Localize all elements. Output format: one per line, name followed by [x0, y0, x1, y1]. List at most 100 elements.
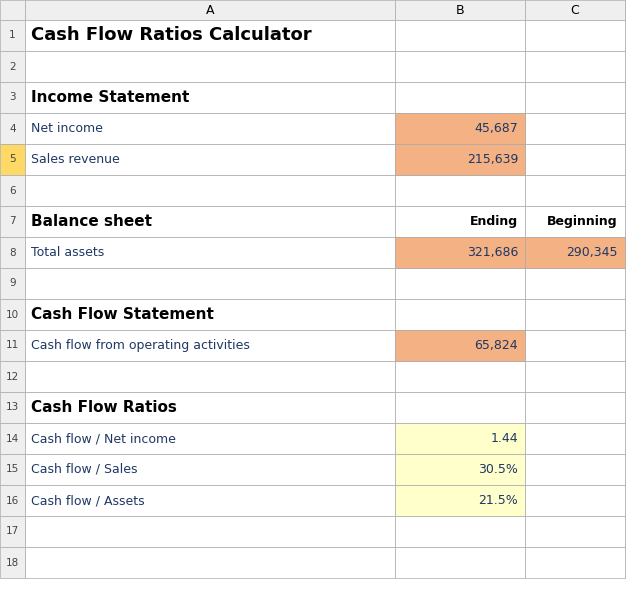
Bar	[525, 237, 625, 268]
Bar	[395, 454, 525, 485]
Bar	[525, 423, 625, 454]
Text: 1: 1	[9, 31, 16, 40]
Bar	[25, 0, 395, 20]
Bar	[395, 485, 525, 516]
Bar	[0, 516, 25, 547]
Bar	[625, 51, 626, 82]
Bar	[625, 268, 626, 299]
Bar	[0, 361, 25, 392]
Bar	[525, 392, 625, 423]
Bar	[395, 423, 525, 454]
Bar	[395, 268, 525, 299]
Text: Sales revenue: Sales revenue	[31, 153, 120, 166]
Bar	[525, 516, 625, 547]
Text: 13: 13	[6, 403, 19, 413]
Bar	[525, 268, 625, 299]
Bar	[625, 392, 626, 423]
Bar	[625, 237, 626, 268]
Bar	[25, 547, 395, 578]
Bar	[25, 206, 395, 237]
Bar	[625, 330, 626, 361]
Bar	[625, 144, 626, 175]
Bar	[0, 454, 25, 485]
Bar	[525, 82, 625, 113]
Bar	[525, 485, 625, 516]
Bar	[25, 113, 395, 144]
Bar	[0, 51, 25, 82]
Text: 14: 14	[6, 433, 19, 443]
Bar	[625, 547, 626, 578]
Bar	[625, 516, 626, 547]
Text: 1.44: 1.44	[490, 432, 518, 445]
Text: Balance sheet: Balance sheet	[31, 214, 152, 229]
Text: 10: 10	[6, 310, 19, 319]
Bar	[25, 82, 395, 113]
Bar	[395, 454, 525, 485]
Text: Income Statement: Income Statement	[31, 90, 190, 105]
Bar	[395, 237, 525, 268]
Text: 7: 7	[9, 217, 16, 226]
Text: 215,639: 215,639	[466, 153, 518, 166]
Text: 12: 12	[6, 371, 19, 382]
Bar	[395, 82, 525, 113]
Bar	[0, 175, 25, 206]
Bar	[395, 144, 525, 175]
Bar	[25, 51, 395, 82]
Bar	[25, 175, 395, 206]
Bar	[395, 330, 525, 361]
Text: Cash Flow Ratios Calculator: Cash Flow Ratios Calculator	[31, 26, 312, 44]
Bar	[625, 206, 626, 237]
Bar	[25, 144, 395, 175]
Text: C: C	[571, 4, 580, 16]
Bar	[395, 113, 525, 144]
Bar	[0, 485, 25, 516]
Text: Cash flow / Sales: Cash flow / Sales	[31, 463, 138, 476]
Bar	[395, 0, 525, 20]
Text: 45,687: 45,687	[475, 122, 518, 135]
Bar	[395, 423, 525, 454]
Bar	[395, 392, 525, 423]
Bar	[0, 299, 25, 330]
Bar	[395, 237, 525, 268]
Bar	[25, 454, 395, 485]
Bar	[525, 113, 625, 144]
Text: 15: 15	[6, 464, 19, 475]
Bar	[0, 144, 25, 175]
Bar	[625, 361, 626, 392]
Bar	[525, 361, 625, 392]
Bar	[25, 330, 395, 361]
Text: Cash flow / Net income: Cash flow / Net income	[31, 432, 176, 445]
Bar	[25, 516, 395, 547]
Text: 3: 3	[9, 92, 16, 103]
Text: Total assets: Total assets	[31, 246, 105, 259]
Bar	[25, 237, 395, 268]
Bar	[525, 299, 625, 330]
Text: 4: 4	[9, 124, 16, 133]
Text: 321,686: 321,686	[466, 246, 518, 259]
Text: Cash Flow Ratios: Cash Flow Ratios	[31, 400, 177, 415]
Text: Cash flow / Assets: Cash flow / Assets	[31, 494, 145, 507]
Bar	[395, 299, 525, 330]
Bar	[625, 423, 626, 454]
Bar	[0, 0, 25, 20]
Bar	[625, 82, 626, 113]
Text: 11: 11	[6, 340, 19, 350]
Bar	[395, 20, 525, 51]
Text: 17: 17	[6, 527, 19, 536]
Bar	[0, 20, 25, 51]
Bar	[0, 113, 25, 144]
Bar	[395, 144, 525, 175]
Bar	[525, 144, 625, 175]
Text: 18: 18	[6, 557, 19, 568]
Text: Net income: Net income	[31, 122, 103, 135]
Bar	[25, 361, 395, 392]
Bar	[525, 20, 625, 51]
Bar	[525, 206, 625, 237]
Bar	[395, 330, 525, 361]
Bar	[525, 237, 625, 268]
Bar	[0, 237, 25, 268]
Bar	[625, 175, 626, 206]
Bar	[0, 268, 25, 299]
Bar	[625, 113, 626, 144]
Text: Cash Flow Statement: Cash Flow Statement	[31, 307, 214, 322]
